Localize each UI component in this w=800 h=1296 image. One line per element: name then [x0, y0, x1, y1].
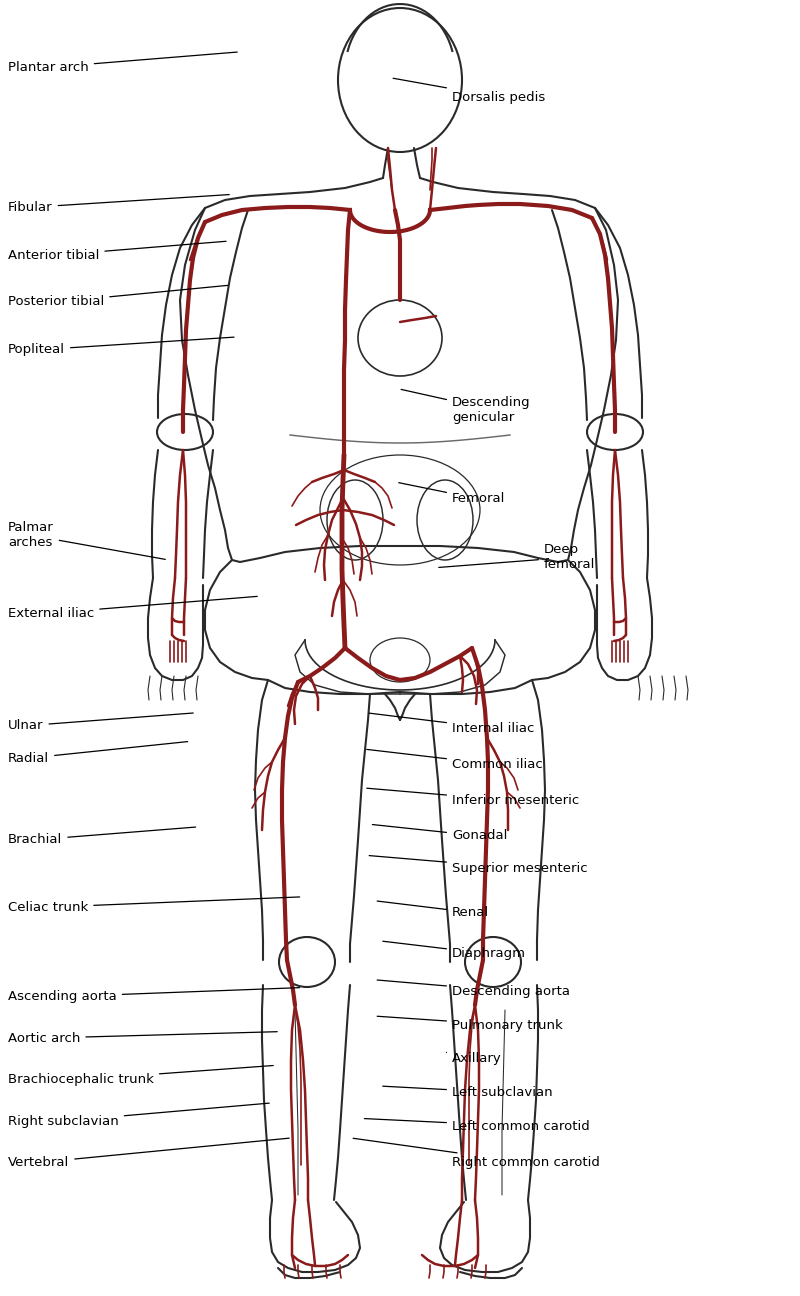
Text: Right common carotid: Right common carotid — [353, 1138, 600, 1169]
Text: Celiac trunk: Celiac trunk — [8, 897, 300, 914]
Text: Posterior tibial: Posterior tibial — [8, 285, 228, 308]
Text: Inferior mesenteric: Inferior mesenteric — [366, 788, 579, 807]
Text: Axillary: Axillary — [446, 1052, 502, 1065]
Text: Descending aorta: Descending aorta — [377, 980, 570, 998]
Text: Pulmonary trunk: Pulmonary trunk — [377, 1016, 562, 1032]
Text: External iliac: External iliac — [8, 596, 258, 619]
Text: Plantar arch: Plantar arch — [8, 52, 238, 74]
Text: Vertebral: Vertebral — [8, 1138, 290, 1169]
Text: Superior mesenteric: Superior mesenteric — [369, 855, 588, 875]
Text: Dorsalis pedis: Dorsalis pedis — [393, 78, 546, 104]
Text: Popliteal: Popliteal — [8, 337, 234, 356]
Text: Descending
genicular: Descending genicular — [401, 389, 530, 424]
Text: Gonadal: Gonadal — [372, 824, 507, 842]
Text: Anterior tibial: Anterior tibial — [8, 241, 226, 262]
Text: Ulnar: Ulnar — [8, 713, 194, 732]
Text: Brachiocephalic trunk: Brachiocephalic trunk — [8, 1065, 274, 1086]
Text: Femoral: Femoral — [398, 482, 506, 505]
Text: Renal: Renal — [377, 901, 489, 919]
Text: Diaphragm: Diaphragm — [382, 941, 526, 960]
Text: Deep
femoral: Deep femoral — [438, 543, 595, 572]
Text: Ascending aorta: Ascending aorta — [8, 988, 300, 1003]
Text: Internal iliac: Internal iliac — [369, 713, 534, 735]
Text: Left common carotid: Left common carotid — [364, 1118, 590, 1133]
Text: Common iliac: Common iliac — [366, 749, 542, 771]
Text: Left subclavian: Left subclavian — [382, 1086, 553, 1099]
Text: Brachial: Brachial — [8, 827, 196, 846]
Text: Fibular: Fibular — [8, 194, 230, 214]
Text: Palmar
arches: Palmar arches — [8, 521, 166, 560]
Text: Aortic arch: Aortic arch — [8, 1032, 278, 1045]
Text: Right subclavian: Right subclavian — [8, 1103, 270, 1128]
Text: Radial: Radial — [8, 741, 188, 765]
